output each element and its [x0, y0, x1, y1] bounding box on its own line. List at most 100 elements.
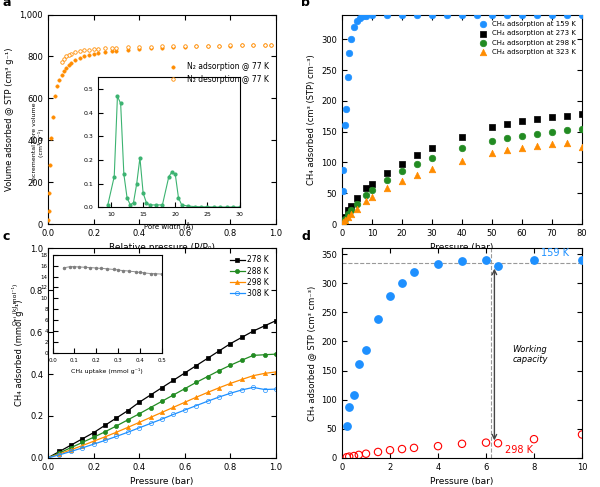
CH₄ adsorption at 159 K [355, 14, 365, 21]
N₂ desorption @ 77 K [108, 45, 115, 51]
N₂ adsorption @ 77 K [136, 46, 143, 52]
308 K [101, 437, 109, 443]
Y-axis label: Volume adsorbed @ STP (cm³ g⁻¹): Volume adsorbed @ STP (cm³ g⁻¹) [5, 48, 14, 191]
CH₄ adsorption at 159 K [349, 23, 359, 31]
N₂ adsorption @ 77 K [46, 189, 53, 195]
308 K [204, 398, 211, 404]
N₂ adsorption @ 77 K [124, 47, 131, 53]
CH₄ adsorption at 159 K [532, 11, 542, 19]
N₂ adsorption @ 77 K [204, 43, 211, 49]
N₂ adsorption @ 77 K [193, 43, 200, 49]
288 K [158, 398, 166, 404]
N₂ adsorption @ 77 K [215, 43, 223, 49]
N₂ adsorption @ 77 K [113, 48, 120, 54]
298 K [238, 376, 245, 382]
CH₄ adsorption at 298 K [457, 144, 467, 152]
N₂ desorption @ 77 K [193, 43, 200, 49]
278 K [170, 377, 177, 383]
N₂ desorption @ 77 K [81, 48, 88, 54]
Point [385, 446, 395, 454]
CH₄ adsorption at 323 K [547, 140, 557, 148]
Point [344, 453, 354, 461]
N₂ adsorption @ 77 K [53, 83, 61, 89]
298 K [193, 394, 200, 400]
Point [409, 444, 419, 452]
CH₄ adsorption at 273 K [397, 160, 407, 168]
Text: 159 K: 159 K [541, 248, 569, 258]
288 K [113, 423, 120, 429]
CH₄ adsorption at 273 K [562, 112, 572, 119]
298 K [90, 438, 97, 444]
288 K [250, 353, 257, 358]
X-axis label: Relative pressure (P/P₀): Relative pressure (P/P₀) [109, 244, 215, 252]
N₂ desorption @ 77 K [95, 46, 102, 52]
CH₄ adsorption at 323 K [397, 177, 407, 185]
Point [344, 403, 354, 411]
N₂ adsorption @ 77 K [227, 43, 234, 49]
N₂ adsorption @ 77 K [158, 45, 166, 51]
298 K [272, 369, 280, 375]
N₂ adsorption @ 77 K [49, 114, 56, 120]
CH₄ adsorption at 273 K [487, 123, 497, 131]
CH₄ adsorption at 159 K [457, 11, 467, 19]
CH₄ adsorption at 273 K [502, 120, 512, 128]
298 K [56, 451, 63, 457]
Point [397, 280, 407, 287]
Point [493, 262, 503, 270]
N₂ adsorption @ 77 K [268, 42, 275, 48]
CH₄ adsorption at 298 K [382, 176, 392, 184]
CH₄ adsorption at 273 K [517, 117, 527, 125]
N₂ desorption @ 77 K [158, 43, 166, 49]
278 K [113, 415, 120, 421]
Line: N₂ desorption @ 77 K: N₂ desorption @ 77 K [60, 43, 273, 63]
278 K [124, 408, 131, 413]
N₂ adsorption @ 77 K [58, 73, 65, 78]
Text: d: d [301, 230, 310, 243]
CH₄ adsorption at 298 K [346, 206, 356, 214]
CH₄ adsorption at 273 K [427, 144, 437, 151]
N₂ desorption @ 77 K [67, 51, 74, 56]
288 K [215, 368, 223, 374]
Point [409, 268, 419, 276]
288 K [170, 392, 177, 398]
Point [457, 257, 467, 265]
Point [577, 256, 587, 264]
CH₄ adsorption at 273 K [367, 180, 377, 188]
298 K [261, 371, 268, 376]
298 K [147, 414, 154, 420]
288 K [227, 362, 234, 368]
278 K [147, 392, 154, 398]
CH₄ adsorption at 159 K [487, 11, 497, 19]
CH₄ adsorption at 273 K [338, 217, 348, 225]
288 K [44, 455, 52, 461]
Point [373, 316, 383, 323]
278 K [272, 318, 280, 323]
288 K [67, 445, 74, 450]
308 K [67, 449, 74, 454]
CH₄ adsorption at 273 K [457, 132, 467, 140]
Line: 288 K: 288 K [46, 352, 278, 460]
N₂ adsorption @ 77 K [65, 62, 72, 68]
N₂ desorption @ 77 K [268, 42, 275, 48]
278 K [56, 449, 63, 454]
Point [373, 448, 383, 456]
Point [457, 440, 467, 448]
CH₄ adsorption at 298 K [343, 210, 353, 218]
Point [529, 435, 539, 443]
CH₄ adsorption at 159 K [338, 167, 348, 174]
Line: N₂ adsorption @ 77 K: N₂ adsorption @ 77 K [46, 43, 273, 222]
N₂ adsorption @ 77 K [72, 57, 79, 63]
CH₄ adsorption at 298 K [517, 132, 527, 140]
288 K [147, 405, 154, 411]
CH₄ adsorption at 159 K [346, 36, 356, 43]
288 K [261, 352, 268, 357]
X-axis label: Pressure (bar): Pressure (bar) [430, 244, 494, 252]
308 K [147, 420, 154, 426]
Point [481, 439, 491, 447]
308 K [215, 394, 223, 400]
Point [385, 292, 395, 300]
298 K [170, 404, 177, 410]
N₂ desorption @ 77 K [215, 43, 223, 49]
CH₄ adsorption at 298 K [338, 219, 347, 226]
278 K [158, 385, 166, 391]
